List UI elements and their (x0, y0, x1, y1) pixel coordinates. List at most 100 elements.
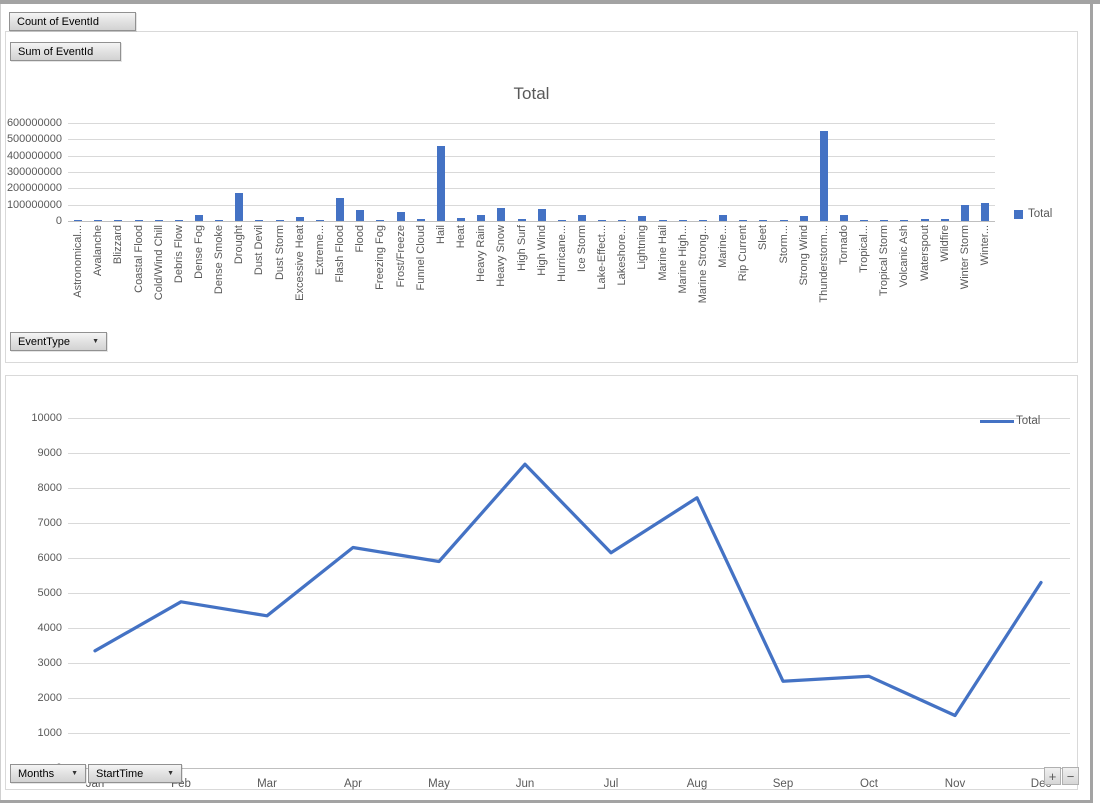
category-label: Excessive Heat (293, 225, 306, 301)
category-label: Winter... (979, 225, 992, 266)
y-tick-label: 2000 (37, 692, 62, 704)
category-label-slot: Extreme... (310, 225, 330, 327)
bar-column (229, 123, 249, 221)
bar (799, 216, 808, 221)
count-of-eventid-label: Count of EventId (17, 15, 99, 28)
bar (215, 220, 224, 221)
bar (315, 220, 324, 221)
gridline (68, 698, 1070, 699)
bar-column (108, 123, 128, 221)
bar (477, 214, 486, 221)
category-label-slot: Winter... (975, 225, 995, 327)
category-label-slot: Wildfire (935, 225, 955, 327)
category-label: Funnel Cloud (414, 225, 427, 291)
bar-column (68, 123, 88, 221)
category-label: Tropical... (858, 225, 871, 273)
bar-column (612, 123, 632, 221)
gridline (68, 558, 1070, 559)
bar-column (290, 123, 310, 221)
category-label-slot: Heavy Snow (491, 225, 511, 327)
y-tick-label: 300000000 (6, 166, 62, 178)
y-tick-label: 400000000 (6, 149, 62, 162)
chevron-down-icon: ▼ (92, 338, 99, 345)
gridline (68, 172, 995, 173)
month-label: Sep (772, 778, 794, 790)
bar-column (370, 123, 390, 221)
bar-column (673, 123, 693, 221)
bar (658, 220, 667, 221)
category-label: Frost/Freeze (394, 225, 407, 288)
starttime-field-button[interactable]: StartTime ▼ (88, 764, 182, 783)
bar-column (975, 123, 995, 221)
months-label: Months (18, 767, 55, 780)
gridline (68, 663, 1070, 664)
eventtype-field-button[interactable]: EventType ▼ (10, 332, 107, 351)
bar (436, 145, 445, 221)
bar-legend-label: Total (1028, 208, 1053, 220)
category-label-slot: Marine High... (673, 225, 693, 327)
month-label: Oct (860, 778, 878, 790)
category-label: Dust Devil (253, 225, 266, 276)
gridline (68, 453, 1070, 454)
count-of-eventid-field-button[interactable]: Count of EventId (9, 12, 136, 31)
category-label: Debris Flow (172, 225, 185, 284)
category-label-slot: Excessive Heat (290, 225, 310, 327)
bar-column (330, 123, 350, 221)
bar-chart-object: Sum of EventId Total 600000000 500000000 4… (5, 31, 1078, 363)
bar (356, 210, 365, 221)
category-label: Ice Storm (575, 225, 588, 273)
gridline (68, 488, 1070, 489)
category-label-slot: Debris Flow (169, 225, 189, 327)
chevron-down-icon: ▼ (167, 770, 174, 777)
category-label-slot: Lake-Effect... (592, 225, 612, 327)
x-axis-line (68, 768, 1070, 769)
category-label: Hurricane... (555, 225, 568, 282)
bar (860, 220, 869, 221)
category-label-slot: Heavy Rain (471, 225, 491, 327)
bar-column (753, 123, 773, 221)
bar (295, 216, 304, 221)
bar (275, 219, 284, 221)
months-field-button[interactable]: Months ▼ (10, 764, 86, 783)
category-label: Avalanche (92, 225, 105, 277)
month-label: Jul (603, 778, 619, 790)
gridline (68, 628, 1070, 629)
zoom-in-button[interactable]: + (1044, 767, 1061, 785)
bar-column (854, 123, 874, 221)
bar (759, 219, 768, 221)
category-label-slot: Lakeshore... (612, 225, 632, 327)
gridline (68, 155, 995, 157)
month-label: Jun (515, 778, 535, 790)
y-tick-label: 9000 (37, 447, 62, 459)
zoom-out-button[interactable]: − (1062, 767, 1079, 785)
bar (557, 219, 566, 221)
category-label-slot: Marine... (713, 225, 733, 327)
y-tick-label: 1000 (37, 727, 62, 739)
gridline (68, 188, 995, 190)
category-label-slot: Rip Current (733, 225, 753, 327)
category-label: Dense Fog (193, 225, 206, 279)
bar-column (511, 123, 531, 221)
category-label: Hail (434, 225, 447, 244)
bar-column (915, 123, 935, 221)
category-label-slot: Dense Fog (189, 225, 209, 327)
chevron-down-icon: ▼ (71, 770, 78, 777)
category-label-slot: Dust Devil (249, 225, 269, 327)
category-label: Sleet (757, 225, 770, 251)
category-label: Drought (233, 225, 246, 265)
gridline (68, 123, 995, 124)
bar (819, 131, 828, 221)
sum-of-eventid-field-button[interactable]: Sum of EventId (10, 42, 121, 61)
bar-column (431, 123, 451, 221)
legend-square-swatch (1014, 209, 1023, 219)
category-label: High Wind (535, 225, 548, 276)
category-label: Blizzard (112, 225, 125, 265)
category-label-slot: Avalanche (88, 225, 108, 327)
bar (195, 215, 204, 221)
gridline (68, 733, 1070, 734)
month-label: Mar (257, 778, 277, 790)
category-label-slot: Volcanic Ash (894, 225, 914, 327)
y-tick-label: 7000 (37, 517, 62, 529)
category-label-slot: Ice Storm (572, 225, 592, 327)
